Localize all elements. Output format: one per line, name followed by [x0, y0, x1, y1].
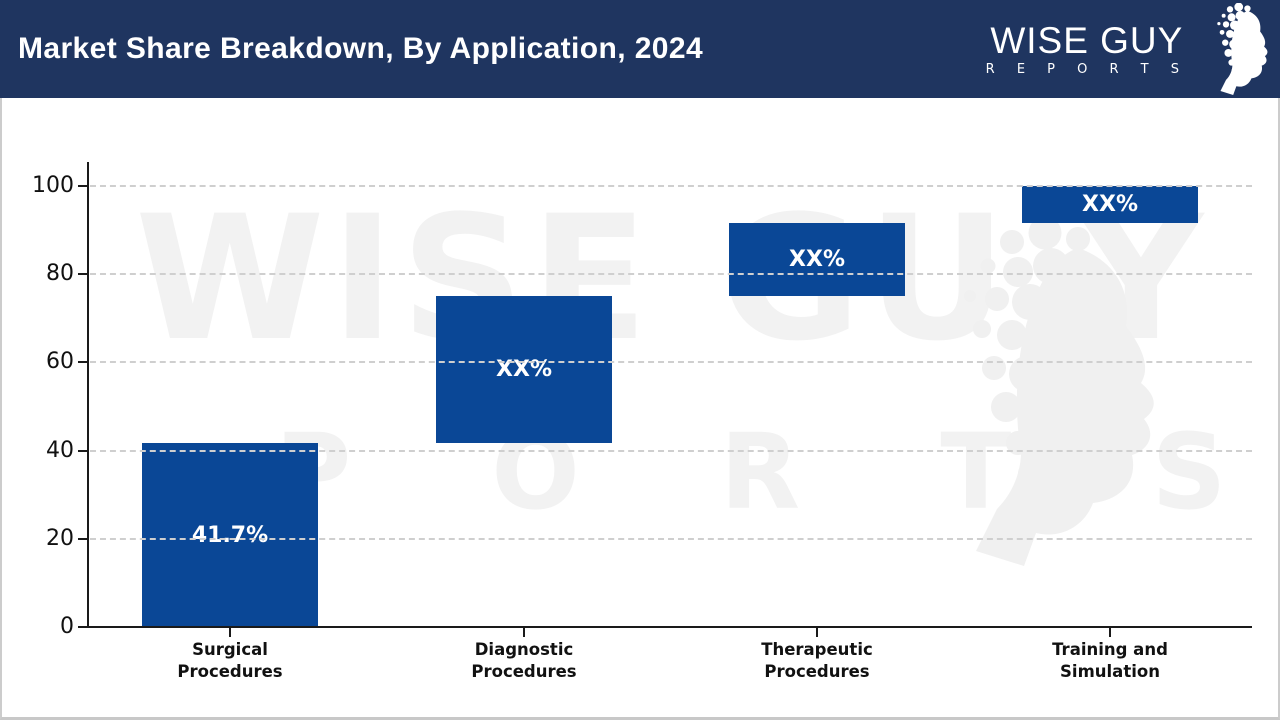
y-tick-80 — [78, 273, 87, 276]
bar-value-label: XX% — [496, 357, 552, 383]
y-tick-label-0: 0 — [60, 614, 74, 639]
gridline-60 — [90, 361, 1252, 364]
y-tick-label-20: 20 — [46, 525, 74, 551]
gridline-40 — [90, 449, 1252, 452]
y-tick-label-60: 60 — [46, 349, 74, 375]
x-category-label-surgical-procedures: Surgical Procedures — [177, 640, 283, 681]
x-tick-surgical-procedures — [229, 628, 231, 637]
x-tick-therapeutic-procedures — [816, 628, 818, 637]
logo-secondary-text: R E P O R T S — [985, 61, 1188, 77]
bar-diagnostic-procedures: XX% — [436, 296, 612, 444]
y-tick-label-80: 80 — [46, 261, 74, 287]
y-tick-60 — [78, 361, 87, 364]
x-tick-diagnostic-procedures — [523, 628, 525, 637]
logo-wordmark: WISE GUY R E P O R T S — [985, 19, 1188, 77]
x-tick-training-and-simulation — [1109, 628, 1111, 637]
y-tick-100 — [78, 185, 87, 187]
header-bar: Market Share Breakdown, By Application, … — [0, 0, 1280, 98]
bar-value-label: XX% — [789, 246, 845, 272]
bar-training-and-simulation: XX% — [1022, 186, 1198, 223]
bar-therapeutic-procedures: XX% — [729, 222, 905, 297]
y-tick-label-40: 40 — [46, 437, 74, 463]
brand-logo: WISE GUY R E P O R T S — [986, 0, 1270, 98]
x-category-label-training-and-simulation: Training and Simulation — [1052, 640, 1168, 681]
bar-value-label: 41.7% — [191, 522, 269, 548]
y-tick-0 — [78, 626, 87, 628]
bar-surgical-procedures: 41.7% — [142, 443, 318, 627]
y-axis-spine — [87, 162, 89, 628]
x-category-label-therapeutic-procedures: Therapeutic Procedures — [761, 640, 873, 681]
gridline-100 — [90, 185, 1252, 187]
x-axis-spine — [87, 626, 1252, 628]
gridline-80 — [90, 273, 1252, 276]
x-category-label-diagnostic-procedures: Diagnostic Procedures — [471, 640, 577, 681]
logo-primary-text: WISE GUY — [990, 19, 1184, 61]
gridline-20 — [90, 537, 1252, 540]
bar-value-label: XX% — [1082, 191, 1138, 217]
y-tick-20 — [78, 537, 87, 540]
y-tick-label-100: 100 — [32, 173, 74, 198]
page-title: Market Share Breakdown, By Application, … — [18, 32, 704, 65]
y-tick-40 — [78, 449, 87, 452]
